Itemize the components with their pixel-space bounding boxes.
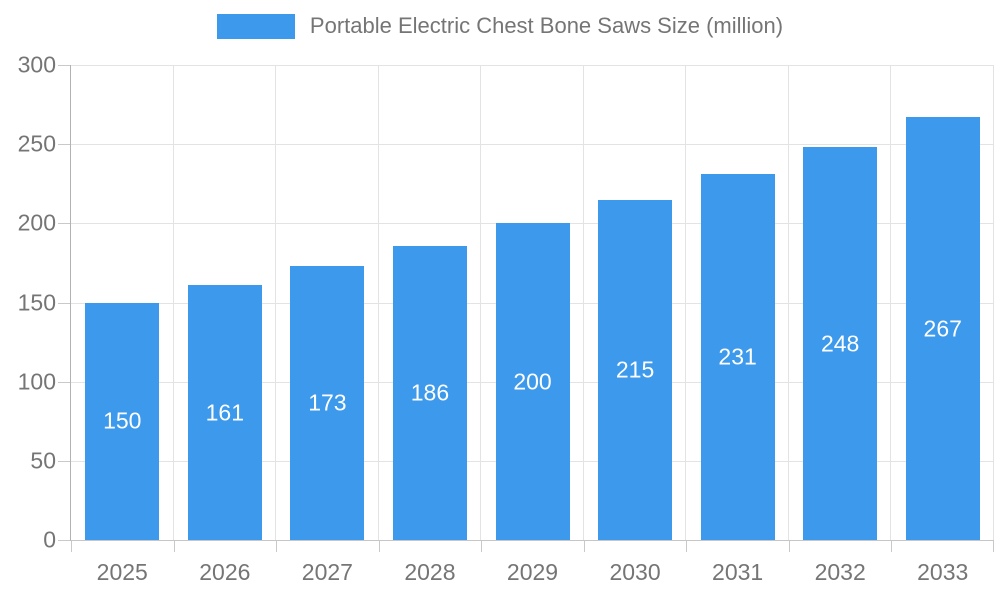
- y-axis-tick: [58, 144, 70, 146]
- legend-swatch[interactable]: [216, 13, 295, 39]
- x-axis-tick: [378, 541, 380, 552]
- x-axis-label: 2030: [609, 559, 661, 585]
- bar[interactable]: 231: [700, 174, 775, 540]
- x-axis-label: 2029: [506, 559, 559, 585]
- legend-label: Portable Electric Chest Bone Saws Size (…: [309, 13, 784, 38]
- bar-value-label: 200: [513, 368, 552, 395]
- vertical-gridline: [582, 65, 584, 540]
- horizontal-gridline: [71, 144, 994, 146]
- x-axis-label: 2025: [96, 559, 148, 585]
- bar-value-label: 267: [923, 315, 962, 342]
- bar[interactable]: 173: [290, 266, 365, 540]
- y-axis-label: 300: [17, 51, 56, 78]
- vertical-gridline: [787, 65, 789, 540]
- y-axis-label: 200: [17, 209, 56, 236]
- bar-value-label: 161: [205, 399, 245, 426]
- y-axis-label: 150: [17, 289, 56, 315]
- bar-value-label: 173: [308, 389, 347, 416]
- vertical-gridline: [275, 65, 277, 540]
- y-axis-label: 250: [17, 130, 56, 157]
- vertical-gridline: [993, 65, 994, 540]
- bar[interactable]: 186: [392, 245, 467, 540]
- x-axis-tick: [891, 541, 893, 552]
- vertical-gridline: [377, 65, 379, 540]
- y-axis-label: 0: [43, 526, 56, 553]
- y-axis-tick: [58, 381, 70, 383]
- x-axis-tick: [686, 541, 688, 552]
- horizontal-gridline: [71, 65, 994, 66]
- vertical-gridline: [480, 65, 482, 540]
- bar[interactable]: 200: [495, 223, 570, 540]
- y-axis-tick: [58, 460, 70, 462]
- x-axis-label: 2028: [404, 559, 456, 585]
- bar-value-label: 248: [820, 330, 860, 357]
- x-axis-label: 2032: [814, 559, 866, 585]
- plot-area: 0 50 100 150 200 250 300 150 2025 161 2026 173 2027 1…: [18, 52, 994, 585]
- x-axis-tick: [481, 541, 483, 552]
- vertical-gridline: [890, 65, 892, 540]
- y-axis-label: 50: [30, 447, 56, 474]
- y-axis-label: 100: [17, 368, 56, 395]
- x-axis-label: 2031: [712, 559, 764, 585]
- bar[interactable]: 215: [598, 199, 673, 540]
- bar-value-label: 186: [410, 379, 450, 406]
- x-axis-tick: [276, 541, 278, 552]
- vertical-gridline: [685, 65, 687, 540]
- x-axis-tick: [173, 541, 175, 552]
- bar-value-label: 215: [615, 356, 655, 383]
- bar-value-label: 231: [718, 343, 757, 370]
- bar[interactable]: 267: [905, 117, 980, 540]
- x-axis-tick: [583, 541, 585, 552]
- x-axis-label: 2026: [199, 559, 251, 585]
- bar[interactable]: 150: [85, 302, 160, 540]
- x-axis-label: 2033: [917, 559, 969, 585]
- x-axis-tick: [993, 541, 994, 552]
- y-axis-tick: [58, 223, 70, 225]
- vertical-gridline: [172, 65, 174, 540]
- x-axis-tick: [788, 541, 790, 552]
- chart-legend[interactable]: Portable Electric Chest Bone Saws Size (…: [0, 13, 1000, 39]
- y-axis-tick: [58, 302, 70, 304]
- bar[interactable]: 248: [803, 147, 878, 540]
- x-axis-tick: [71, 541, 72, 552]
- bar-value-label: 150: [103, 407, 142, 434]
- x-axis-label: 2027: [301, 559, 353, 585]
- y-axis-tick: [58, 540, 70, 541]
- bar[interactable]: 161: [187, 285, 262, 540]
- y-axis-tick: [58, 65, 70, 66]
